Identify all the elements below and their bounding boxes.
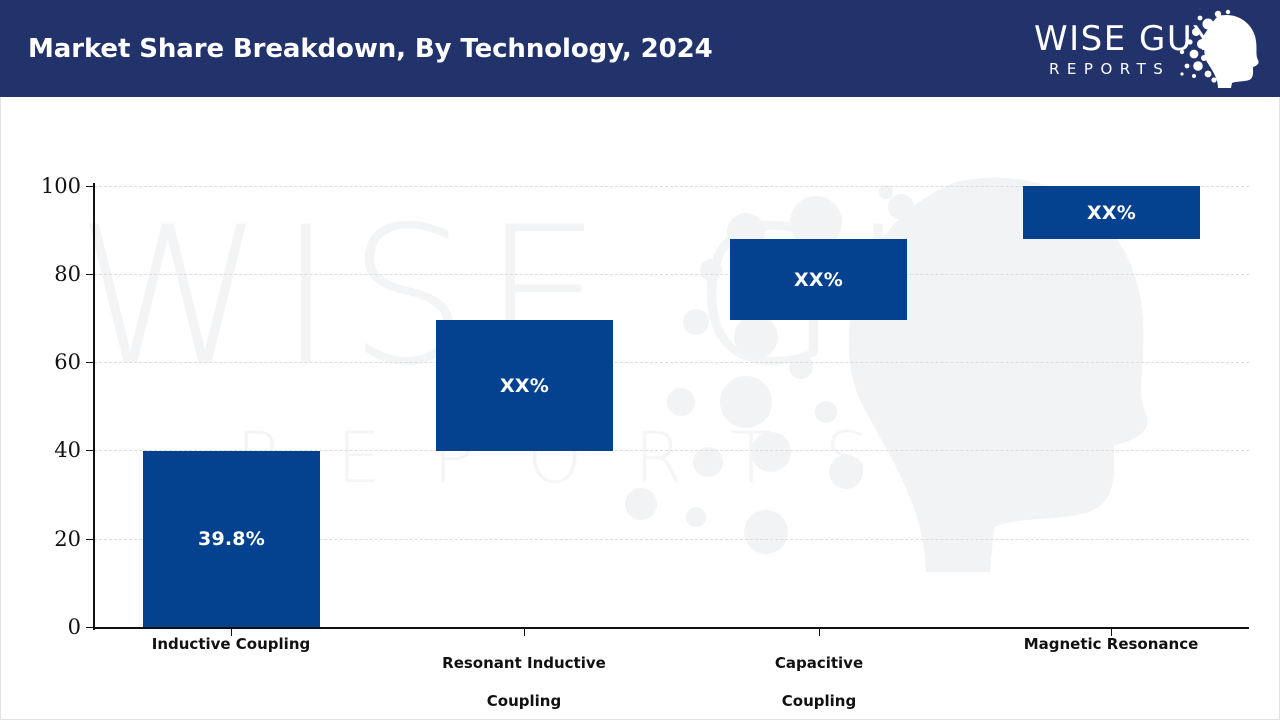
bar-inductive-coupling[interactable]: 39.8% xyxy=(143,451,320,627)
xtick-mark-4 xyxy=(1111,627,1112,636)
xtick-label-line2: Coupling xyxy=(781,692,857,710)
logo-head-icon xyxy=(1179,9,1259,88)
ytick-mark-20 xyxy=(86,539,94,540)
bar-label-magnetic-resonance: XX% xyxy=(1087,201,1136,224)
ytick-mark-60 xyxy=(86,362,94,363)
gridline-80 xyxy=(94,274,1249,275)
bar-resonant-inductive-coupling[interactable]: XX% xyxy=(436,320,613,451)
xtick-label-resonant-inductive-coupling: Resonant Inductive Coupling xyxy=(419,635,629,711)
gridline-100 xyxy=(94,186,1249,187)
gridline-60 xyxy=(94,362,1249,363)
xtick-mark-1 xyxy=(231,627,232,636)
logo-line2-text: REPORTS xyxy=(1049,60,1170,78)
ytick-label-0: 0 xyxy=(67,615,81,639)
logo-line1-text: WISE GUY xyxy=(1034,19,1216,59)
bar-label-capacitive-coupling: XX% xyxy=(794,268,843,291)
bar-label-inductive-coupling: 39.8% xyxy=(198,528,265,550)
ytick-mark-0 xyxy=(86,627,94,628)
ytick-mark-100 xyxy=(86,186,94,187)
xtick-label-capacitive-coupling: Capacitive Coupling xyxy=(714,635,924,711)
header-bar: Market Share Breakdown, By Technology, 2… xyxy=(0,0,1280,97)
ytick-label-60: 60 xyxy=(54,350,81,374)
bar-label-resonant-inductive-coupling: XX% xyxy=(500,374,549,397)
ytick-mark-40 xyxy=(86,450,94,451)
ytick-mark-80 xyxy=(86,274,94,275)
xtick-mark-2 xyxy=(524,627,525,636)
gridline-20 xyxy=(94,539,1249,540)
page-title: Market Share Breakdown, By Technology, 2… xyxy=(28,33,713,64)
ytick-label-20: 20 xyxy=(54,527,81,551)
xtick-label-line2: Coupling xyxy=(486,692,562,710)
xtick-label-line1: Capacitive xyxy=(774,654,864,672)
ytick-label-80: 80 xyxy=(54,262,81,286)
plot-area: 100 80 60 40 20 0 39.8% XX% XX% xyxy=(1,97,1279,718)
xtick-mark-3 xyxy=(819,627,820,636)
wise-guy-reports-logo: WISE GUY REPORTS xyxy=(1022,8,1272,90)
chart-panel: WISE GUY REPORTS xyxy=(0,97,1280,720)
xtick-label-inductive-coupling: Inductive Coupling xyxy=(151,635,311,653)
xtick-label-magnetic-resonance: Magnetic Resonance xyxy=(1023,635,1199,653)
xtick-label-line1: Resonant Inductive xyxy=(442,654,606,672)
bar-magnetic-resonance[interactable]: XX% xyxy=(1023,186,1200,239)
ytick-label-100: 100 xyxy=(40,174,81,198)
x-axis-spine xyxy=(93,627,1249,629)
gridline-40 xyxy=(94,450,1249,451)
y-axis-spine xyxy=(93,183,95,630)
ytick-label-40: 40 xyxy=(54,438,81,462)
bar-capacitive-coupling[interactable]: XX% xyxy=(730,239,907,320)
